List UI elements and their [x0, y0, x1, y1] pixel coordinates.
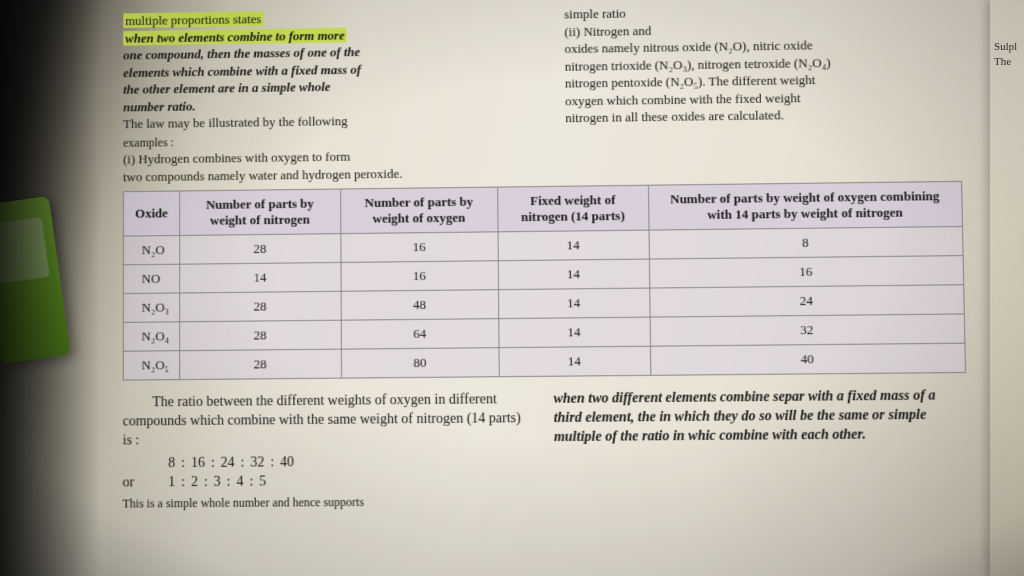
top-paragraphs: multiple proportions states when two ele… [84, 0, 996, 186]
bottom-right-column: when two different elements combine sepa… [553, 387, 968, 508]
cell-oxide: N₂O₃ [123, 293, 179, 322]
cell-oxide: N₂O₄ [123, 322, 179, 351]
ratio-row-2: or 1 : 2 : 3 : 4 : 5 [123, 471, 531, 493]
col-oxide: Oxide [123, 191, 179, 236]
highlighted-text: multiple proportions states [123, 11, 263, 28]
ratio-block: 8 : 16 : 24 : 32 : 40 or 1 : 2 : 3 [123, 452, 531, 493]
cell-oxide: NO [123, 264, 179, 293]
side-text: The [994, 55, 1022, 70]
bottom-paragraphs: The ratio between the different weights … [123, 387, 969, 511]
cell: 8 [649, 227, 963, 260]
col-ratio: Number of parts by weight of oxygen comb… [648, 181, 962, 230]
cell-oxide: N₂O [123, 236, 179, 265]
cell: 28 [179, 320, 341, 350]
oxides-table: Oxide Number of parts by weight of nitro… [123, 181, 966, 381]
cell: 28 [179, 234, 340, 265]
cell: 14 [498, 230, 649, 261]
cell: 64 [341, 319, 499, 350]
col-o-parts: Number of parts by weight of oxygen [340, 187, 497, 234]
cell: 14 [498, 259, 649, 290]
cell: 14 [499, 317, 650, 348]
top-right-column: simple ratio (ii) Nitrogen and oxides na… [564, 0, 995, 180]
cell: 16 [649, 256, 964, 288]
col-fixed-n: Fixed weight of nitrogen (14 parts) [497, 185, 648, 232]
cell: 14 [499, 346, 651, 377]
bottom-left-column: The ratio between the different weights … [123, 391, 531, 511]
next-page-edge: Sulpl The [990, 0, 1024, 576]
cell-oxide: N₂O₅ [123, 351, 179, 380]
paragraph: This is a simple whole number and hence … [123, 492, 531, 511]
side-text: Sulpl [994, 40, 1022, 55]
cell: 32 [650, 314, 965, 346]
col-n-parts: Number of parts by weight of nitrogen [179, 189, 340, 235]
book-page: multiple proportions states when two ele… [3, 0, 1024, 576]
cell: 14 [179, 263, 340, 294]
cell: 40 [650, 343, 965, 375]
cell: 24 [649, 285, 964, 317]
cell: 28 [179, 291, 340, 322]
cell: 14 [498, 288, 649, 319]
cell: 28 [179, 349, 341, 379]
top-left-column: multiple proportions states when two ele… [84, 6, 546, 186]
paragraph: The ratio between the different weights … [123, 391, 530, 451]
cell: 80 [341, 348, 499, 378]
table-body: N₂O 28 16 14 8 NO 14 16 14 16 N₂O₃ 28 48… [123, 227, 965, 381]
cell: 48 [341, 290, 499, 321]
cell: 16 [341, 261, 499, 292]
cell: 16 [341, 232, 498, 263]
paragraph: when two different elements combine sepa… [553, 387, 967, 448]
